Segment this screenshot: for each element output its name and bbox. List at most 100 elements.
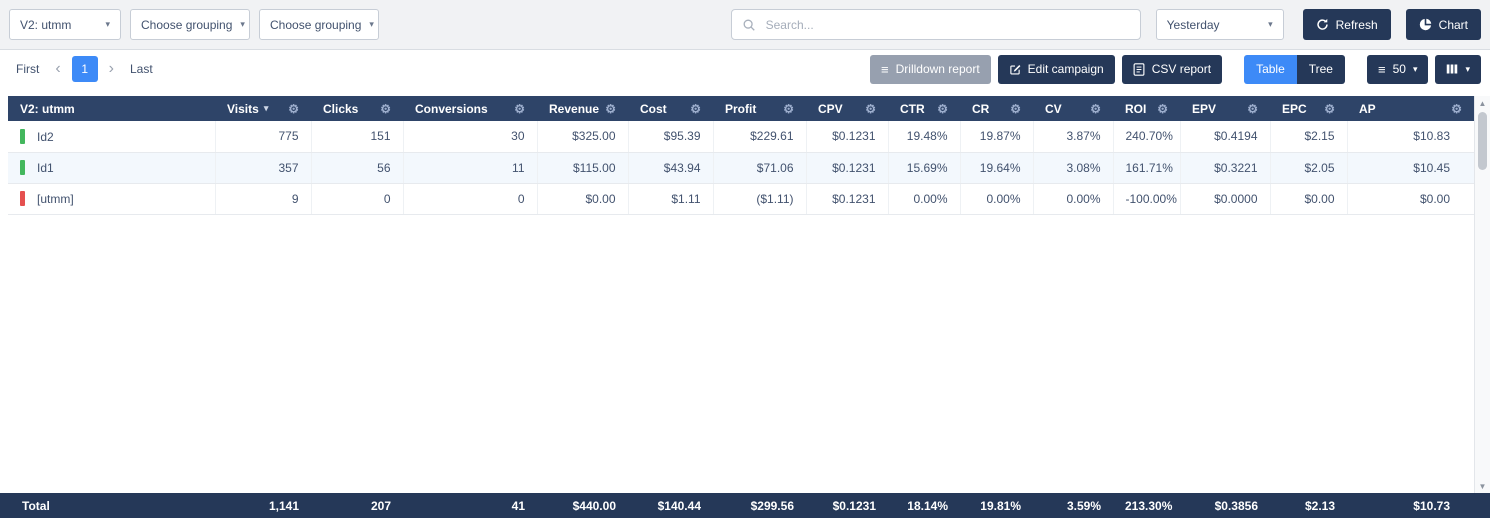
cell-name[interactable]: [utmm] — [8, 183, 216, 215]
cell-name[interactable]: Id2 — [8, 121, 216, 153]
cell-revenue: $325.00 — [537, 121, 629, 153]
column-header-epc[interactable]: EPC ⚙ — [1270, 96, 1347, 121]
edit-campaign-button[interactable]: Edit campaign — [997, 54, 1115, 84]
cell-epv: $0.3221 — [1180, 152, 1271, 184]
column-header-ap[interactable]: AP ⚙ — [1347, 96, 1474, 121]
column-label: CTR — [900, 101, 925, 116]
column-settings-gear-icon[interactable]: ⚙ — [380, 101, 391, 116]
chevron-down-icon: ▾ — [105, 19, 110, 29]
cell-epv: $0.4194 — [1180, 121, 1271, 153]
column-settings-gear-icon[interactable]: ⚙ — [865, 101, 876, 116]
pagination-page-1[interactable]: 1 — [71, 56, 98, 82]
column-settings-gear-icon[interactable]: ⚙ — [937, 101, 948, 116]
totals-bar: Total 1,141 207 41 $440.00 $140.44 $299.56 $0.1… — [0, 493, 1490, 518]
cell-cr: 19.87% — [960, 121, 1034, 153]
column-settings-gear-icon[interactable]: ⚙ — [1247, 101, 1258, 116]
table-row[interactable]: Id2 775 151 30 $325.00 $95.39 $229.61 $0.1231 19… — [8, 121, 1474, 153]
column-label: EPC — [1282, 101, 1307, 116]
view-toggle-group: Table Tree — [1244, 54, 1345, 84]
cell-profit: ($1.11) — [713, 183, 807, 215]
grouping-dropdown-1[interactable]: Choose grouping ▾ — [130, 9, 250, 40]
pagination-prev-icon[interactable]: ‹ — [55, 60, 61, 77]
column-settings-gear-icon[interactable]: ⚙ — [1324, 101, 1335, 116]
scroll-up-icon[interactable]: ▲ — [1478, 98, 1487, 108]
column-header-roi[interactable]: ROI ⚙ — [1113, 96, 1180, 121]
column-header-profit[interactable]: Profit ⚙ — [713, 96, 806, 121]
column-settings-gear-icon[interactable]: ⚙ — [1157, 101, 1168, 116]
scroll-down-icon[interactable]: ▼ — [1478, 481, 1487, 491]
column-header-name[interactable]: V2: utmm — [8, 96, 215, 121]
column-label: EPV — [1192, 101, 1217, 116]
cell-clicks: 151 — [311, 121, 404, 153]
cell-cr: 0.00% — [960, 183, 1034, 215]
row-name: [utmm] — [37, 191, 74, 206]
cell-cost: $1.11 — [628, 183, 714, 215]
date-range-dropdown[interactable]: Yesterday ▾ — [1155, 9, 1284, 40]
column-header-cr[interactable]: CR ⚙ — [960, 96, 1033, 121]
cell-cpv: $0.1231 — [806, 121, 889, 153]
column-settings-gear-icon[interactable]: ⚙ — [1090, 101, 1101, 116]
csv-file-icon — [1133, 62, 1145, 76]
total-conversions: 41 — [511, 498, 525, 513]
column-header-visits[interactable]: Visits ▾ ⚙ — [215, 96, 311, 121]
view-tree-button[interactable]: Tree — [1296, 54, 1345, 84]
cell-cost: $43.94 — [628, 152, 714, 184]
chart-button[interactable]: Chart — [1405, 9, 1481, 40]
column-settings-gear-icon[interactable]: ⚙ — [1010, 101, 1021, 116]
table-row[interactable]: Id1 357 56 11 $115.00 $43.94 $71.06 $0.1231 15.6… — [8, 152, 1474, 184]
rows-per-page-dropdown[interactable]: ≡ 50 ▾ — [1366, 54, 1429, 84]
cell-epc: $0.00 — [1270, 183, 1348, 215]
scrollbar-thumb[interactable] — [1478, 112, 1487, 170]
drilldown-report-button[interactable]: ≡ Drilldown report — [870, 54, 991, 84]
column-settings-gear-icon[interactable]: ⚙ — [690, 101, 701, 116]
pagination-next-icon[interactable]: › — [108, 60, 114, 77]
column-header-cost[interactable]: Cost ⚙ — [628, 96, 713, 121]
column-header-conversions[interactable]: Conversions ⚙ — [403, 96, 537, 121]
cell-cpv: $0.1231 — [806, 152, 889, 184]
column-settings-gear-icon[interactable]: ⚙ — [514, 101, 525, 116]
search-input[interactable] — [763, 16, 1130, 33]
grouping-dropdown-2[interactable]: Choose grouping ▾ — [259, 9, 379, 40]
column-header-epv[interactable]: EPV ⚙ — [1180, 96, 1270, 121]
pagination-last[interactable]: Last — [129, 62, 153, 76]
columns-dropdown[interactable]: ▾ — [1435, 54, 1481, 84]
cell-cpv: $0.1231 — [806, 183, 889, 215]
column-settings-gear-icon[interactable]: ⚙ — [1451, 101, 1462, 116]
columns-icon — [1447, 64, 1458, 74]
column-label: Profit — [725, 101, 757, 116]
drilldown-report-label: Drilldown report — [895, 62, 980, 76]
csv-report-label: CSV report — [1151, 62, 1212, 76]
column-header-cv[interactable]: CV ⚙ — [1033, 96, 1113, 121]
column-settings-gear-icon[interactable]: ⚙ — [288, 101, 299, 116]
grouping-dropdown-1-value: Choose grouping — [141, 17, 233, 32]
total-row: Total 1,141 207 41 $440.00 $140.44 $299.56 $0.1… — [8, 493, 1474, 518]
cell-visits: 9 — [215, 183, 312, 215]
vertical-scrollbar[interactable]: ▲ ▼ — [1474, 96, 1490, 493]
column-label: CV — [1045, 101, 1062, 116]
cell-name[interactable]: Id1 — [8, 152, 216, 184]
column-settings-gear-icon[interactable]: ⚙ — [783, 101, 794, 116]
column-label: CR — [972, 101, 990, 116]
view-table-button[interactable]: Table — [1244, 54, 1297, 84]
column-label: Revenue — [549, 101, 600, 116]
column-header-clicks[interactable]: Clicks ⚙ — [311, 96, 403, 121]
column-header-ctr[interactable]: CTR ⚙ — [888, 96, 960, 121]
campaign-dropdown[interactable]: V2: utmm ▾ — [9, 9, 121, 40]
column-label: CPV — [818, 101, 843, 116]
column-label: Visits — [227, 101, 259, 116]
cell-epc: $2.15 — [1270, 121, 1348, 153]
pagination-first[interactable]: First — [16, 62, 40, 76]
table-row[interactable]: [utmm] 9 0 0 $0.00 $1.11 ($1.11) $0.1231 0.00% 0.… — [8, 183, 1474, 215]
row-status-indicator — [20, 160, 25, 176]
cell-visits: 357 — [215, 152, 312, 184]
pie-chart-icon — [1419, 18, 1431, 31]
column-header-cpv[interactable]: CPV ⚙ — [806, 96, 888, 121]
grouping-dropdown-2-value: Choose grouping — [270, 17, 362, 32]
csv-report-button[interactable]: CSV report — [1121, 54, 1223, 84]
refresh-button[interactable]: Refresh — [1302, 9, 1391, 40]
refresh-icon — [1316, 18, 1328, 30]
column-label: ROI — [1125, 101, 1147, 116]
cell-ap: $0.00 — [1347, 183, 1474, 215]
column-header-revenue[interactable]: Revenue ⚙ — [537, 96, 628, 121]
column-settings-gear-icon[interactable]: ⚙ — [605, 101, 616, 116]
